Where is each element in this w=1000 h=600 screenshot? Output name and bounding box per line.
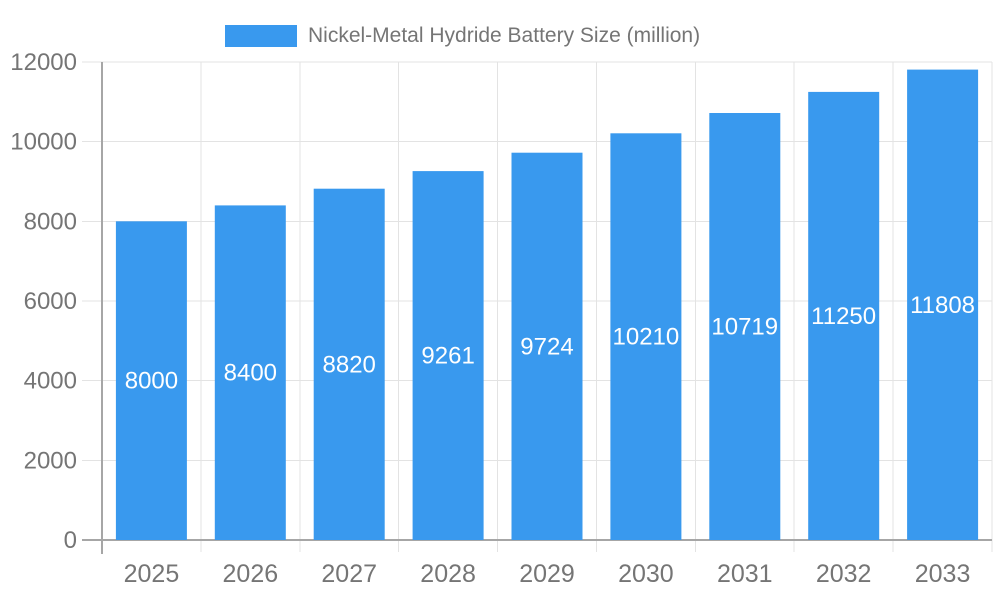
x-tick-label: 2030 (618, 560, 674, 588)
bar-value-label: 8400 (224, 360, 277, 387)
x-tick-label: 2029 (519, 560, 575, 588)
bar-value-label: 10210 (613, 324, 680, 351)
bar-value-label: 9261 (421, 343, 474, 370)
bar (214, 205, 286, 540)
y-tick-label: 10000 (10, 129, 77, 156)
bar (511, 152, 583, 540)
bar (808, 91, 880, 541)
legend: Nickel-Metal Hydride Battery Size (milli… (225, 24, 701, 47)
bar-value-label: 10719 (711, 314, 778, 341)
legend-swatch (225, 25, 297, 47)
bar (412, 171, 484, 540)
bar (610, 133, 682, 541)
y-tick-label: 12000 (10, 49, 77, 76)
bar (115, 221, 187, 541)
x-tick-label: 2031 (717, 560, 773, 588)
bar (313, 188, 385, 540)
x-tick-label: 2032 (816, 560, 872, 588)
bar-value-label: 11250 (811, 303, 876, 330)
bar-value-label: 8820 (323, 351, 376, 378)
bar (709, 113, 781, 540)
x-tick-label: 2028 (420, 560, 476, 588)
x-tick-label: 2033 (915, 560, 971, 588)
y-tick-label: 4000 (24, 368, 77, 395)
y-tick-label: 6000 (24, 288, 77, 315)
bar-value-label: 11808 (910, 292, 975, 319)
bar (907, 69, 979, 540)
y-tick-label: 0 (64, 527, 77, 554)
bar-value-label: 8000 (125, 368, 178, 395)
y-tick-label: 2000 (24, 447, 77, 474)
x-tick-label: 2026 (223, 560, 279, 588)
y-tick-label: 8000 (24, 208, 77, 235)
x-tick-label: 2025 (124, 560, 180, 588)
bar-value-label: 9724 (520, 333, 573, 360)
legend-label: Nickel-Metal Hydride Battery Size (milli… (308, 24, 701, 47)
x-tick-label: 2027 (321, 560, 377, 588)
